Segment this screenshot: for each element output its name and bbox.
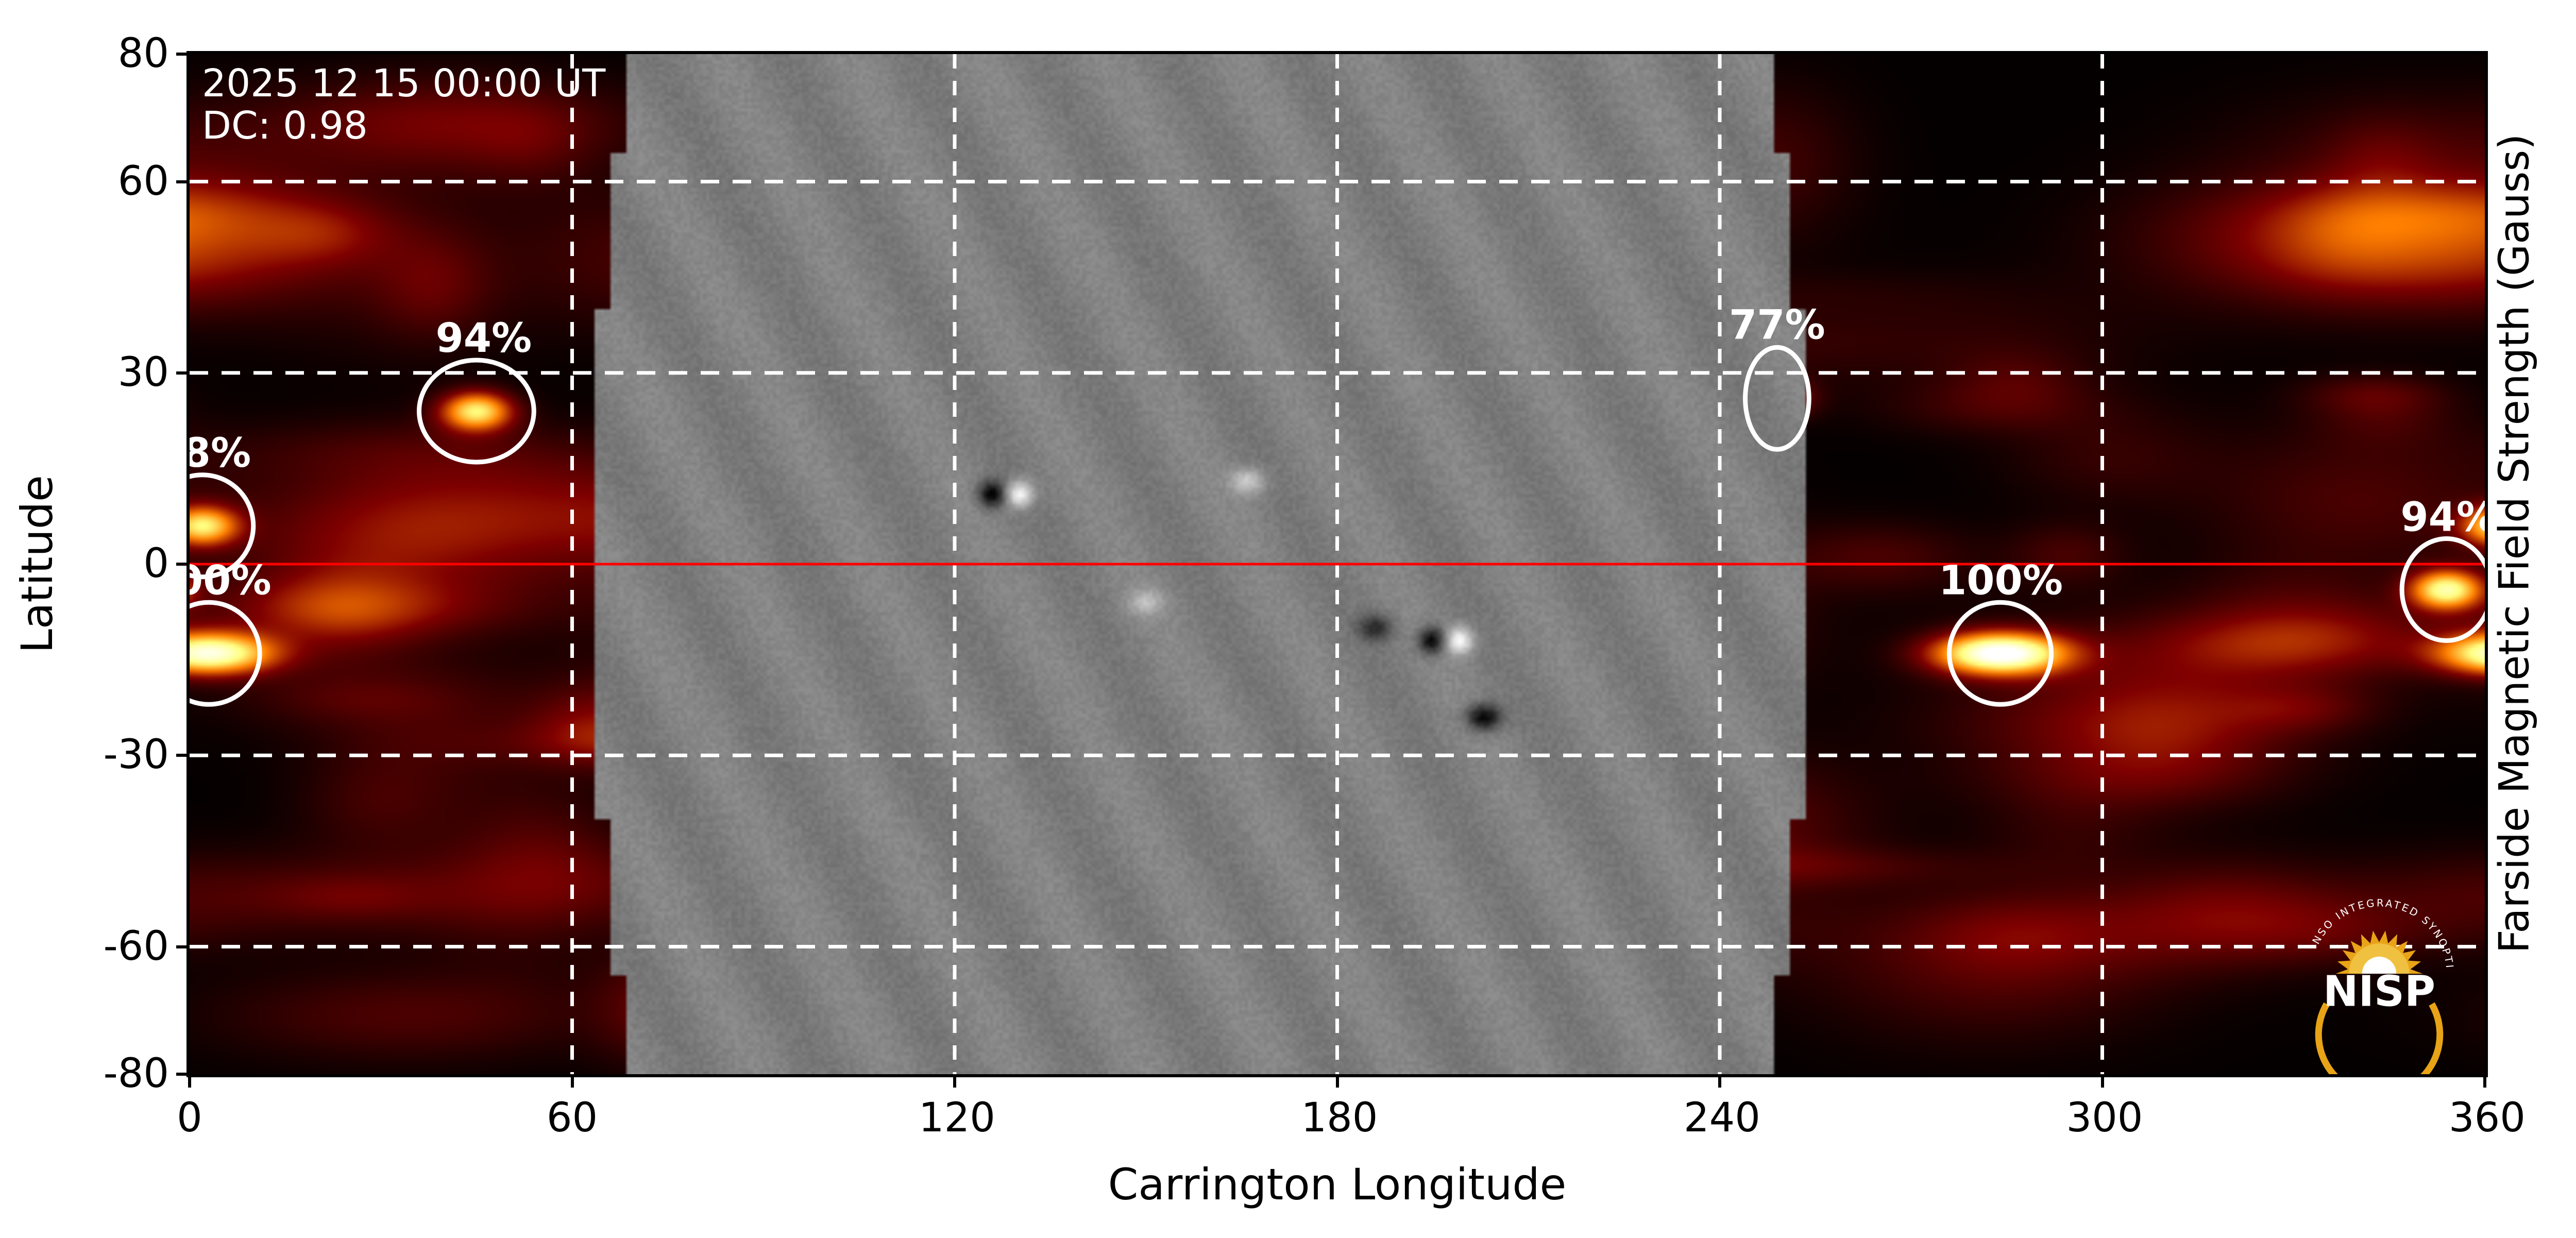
y-tick-label: 60 <box>117 158 169 205</box>
active-region-circle[interactable] <box>2399 536 2485 643</box>
y-tick-mark <box>176 371 190 375</box>
colorbar-label-farside: Farside Magnetic Field Strength (Gauss) <box>2490 133 2538 954</box>
logo-sun-core <box>2362 956 2397 974</box>
active-region-probability-label: 94% <box>2400 495 2485 541</box>
x-tick-mark <box>1718 1074 1721 1088</box>
y-tick-mark <box>176 180 190 183</box>
x-tick-label: 360 <box>2449 1095 2526 1141</box>
active-region-probability-label: 94% <box>436 315 532 362</box>
y-tick-label: 30 <box>117 349 169 396</box>
x-tick-mark <box>1335 1074 1339 1088</box>
x-tick-label: 180 <box>1301 1095 1378 1141</box>
active-region-circle[interactable] <box>190 472 256 580</box>
y-tick-label: -30 <box>103 732 169 778</box>
x-tick-label: 0 <box>177 1095 202 1141</box>
x-tick-mark <box>953 1074 956 1088</box>
x-tick-label: 240 <box>1684 1095 1760 1141</box>
y-tick-mark <box>176 563 190 566</box>
y-tick-label: 0 <box>143 540 169 587</box>
x-tick-mark <box>2483 1074 2486 1088</box>
y-tick-label: -60 <box>103 923 169 970</box>
x-axis-title: Carrington Longitude <box>1108 1159 1567 1210</box>
y-tick-label: 80 <box>117 30 169 77</box>
active-region-circle[interactable] <box>417 358 536 465</box>
active-region-circle[interactable] <box>190 600 262 707</box>
x-tick-label: 60 <box>546 1095 598 1141</box>
active-region-probability-label: 88% <box>190 430 251 477</box>
date-stamp: 2025 12 15 00:00 UT <box>202 61 606 106</box>
logo-acronym: NISP <box>2323 968 2435 1016</box>
y-tick-mark <box>176 754 190 757</box>
active-region-probability-label: 100% <box>1939 557 2063 604</box>
x-tick-label: 300 <box>2066 1095 2143 1141</box>
x-tick-mark <box>188 1074 191 1088</box>
logo-ring-text: NSO INTEGRATED SYNOPTIC PROGRAM <box>190 54 2455 970</box>
y-tick-mark <box>176 53 190 56</box>
y-tick-mark <box>176 1073 190 1076</box>
y-tick-mark <box>176 945 190 948</box>
active-region-probability-label: 77% <box>1729 302 1825 348</box>
duty-cycle-stamp: DC: 0.98 <box>202 104 368 148</box>
logo-ring <box>2315 1002 2444 1074</box>
x-tick-label: 120 <box>919 1095 995 1141</box>
y-tick-label: -80 <box>103 1050 169 1097</box>
active-region-probability-label: 100% <box>190 557 272 604</box>
x-tick-mark <box>570 1074 574 1088</box>
active-region-circle[interactable] <box>1743 345 1811 452</box>
x-tick-mark <box>2100 1074 2104 1088</box>
active-region-circle[interactable] <box>1947 600 2054 707</box>
